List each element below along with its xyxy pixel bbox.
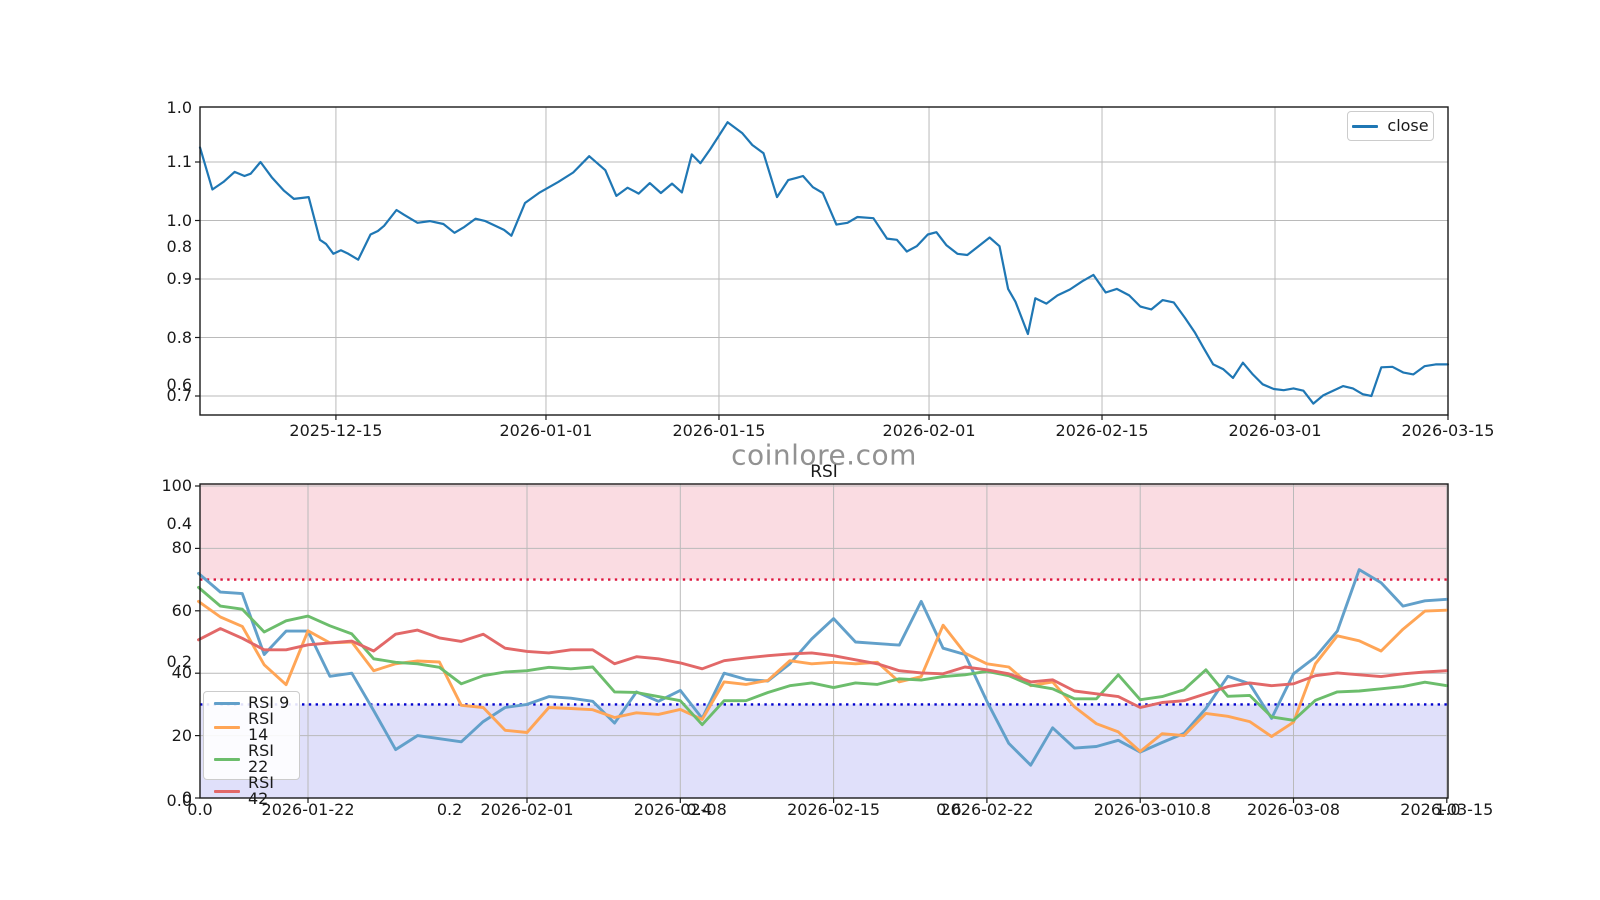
ghost-x-tick-label: 0.2: [436, 800, 463, 819]
rsi-legend: RSI 9 RSI 14 RSI 22 RSI 42: [203, 691, 300, 807]
price-y-tick-label: 0.9: [166, 269, 192, 288]
legend-label-rsi9: RSI 9: [248, 693, 290, 712]
rsi-x-tick-label: 2026-02-15: [787, 800, 881, 819]
rsi-y-tick-label: 20: [171, 725, 192, 745]
rsi-y-tick-label: 40: [171, 663, 192, 683]
price-y-tick-label: 1.0: [166, 210, 192, 230]
rsi-x-tick-label: 2026-03-08: [1247, 800, 1340, 819]
price-legend: close: [1347, 111, 1434, 141]
rsi-x-tick-label: 2026-02-22: [940, 800, 1034, 819]
rsi22-line-swatch: [214, 757, 240, 761]
rsi-y-tick-label: 80: [171, 538, 192, 558]
ghost-y-tick-label: 1.0: [166, 98, 192, 117]
legend-row-rsi9: RSI 9: [204, 695, 299, 711]
ghost-y-tick-label: 0.2: [166, 652, 192, 672]
rsi-chart-title: RSI: [810, 462, 838, 482]
legend-row-rsi14: RSI 14: [204, 711, 299, 743]
ghost-y-tick-label: 0.4: [166, 513, 192, 533]
legend-label-rsi22: RSI 22: [248, 741, 274, 776]
price-y-tick-label: 1.1: [166, 152, 192, 171]
legend-label-close: close: [1387, 116, 1429, 135]
rsi-x-tick-label: 2026-03-15: [1400, 800, 1494, 819]
rsi-y-tick-label: 100: [161, 476, 192, 495]
price-x-tick-label: 2026-03-15: [1401, 421, 1495, 440]
price-x-tick-label: 2026-01-15: [672, 421, 766, 440]
rsi42-line-swatch: [214, 789, 240, 793]
ghost-x-tick-label: 0.8: [1185, 800, 1212, 819]
price-x-tick-label: 2026-03-01: [1228, 421, 1322, 440]
rsi-y-tick-label: 0: [181, 788, 192, 807]
rsi-x-tick-label: 2026-01-22: [261, 800, 355, 819]
rsi-x-tick-label: 2026-02-01: [480, 800, 574, 819]
price-y-tick-label: 0.7: [166, 386, 192, 405]
rsi-x-tick-label: 2026-03-01: [1093, 800, 1187, 819]
ghost-x-tick-label: 0.0: [187, 800, 213, 819]
legend-label-rsi14: RSI 14: [248, 709, 274, 744]
legend-label-rsi42: RSI 42: [248, 773, 274, 808]
price-x-tick-label: 2026-01-01: [499, 421, 593, 440]
ghost-y-tick-label: 0.0: [166, 791, 192, 810]
rsi-y-tick-label: 60: [171, 600, 192, 620]
legend-row-rsi22: RSI 22: [204, 743, 299, 775]
ghost-y-tick-label: 0.6: [166, 375, 192, 395]
rsi9-line-swatch: [214, 701, 240, 705]
price-x-tick-label: 2026-02-15: [1055, 421, 1149, 440]
rsi-x-tick-label: 2026-02-08: [633, 800, 727, 819]
ghost-x-tick-label: 0.4: [686, 800, 712, 819]
ghost-x-tick-label: 0.6: [936, 800, 962, 819]
rsi14-line-swatch: [214, 725, 240, 729]
close-line-swatch: [1352, 124, 1379, 128]
ghost-y-tick-label: 0.8: [166, 236, 192, 256]
watermark: coinlore.com: [731, 438, 917, 472]
price-x-tick-label: 2026-02-01: [882, 421, 976, 440]
price-x-tick-label: 2025-12-15: [289, 421, 383, 440]
price-y-tick-label: 0.8: [166, 327, 192, 347]
ghost-x-tick-label: 1.0: [1435, 800, 1461, 819]
legend-row-rsi42: RSI 42: [204, 775, 299, 807]
